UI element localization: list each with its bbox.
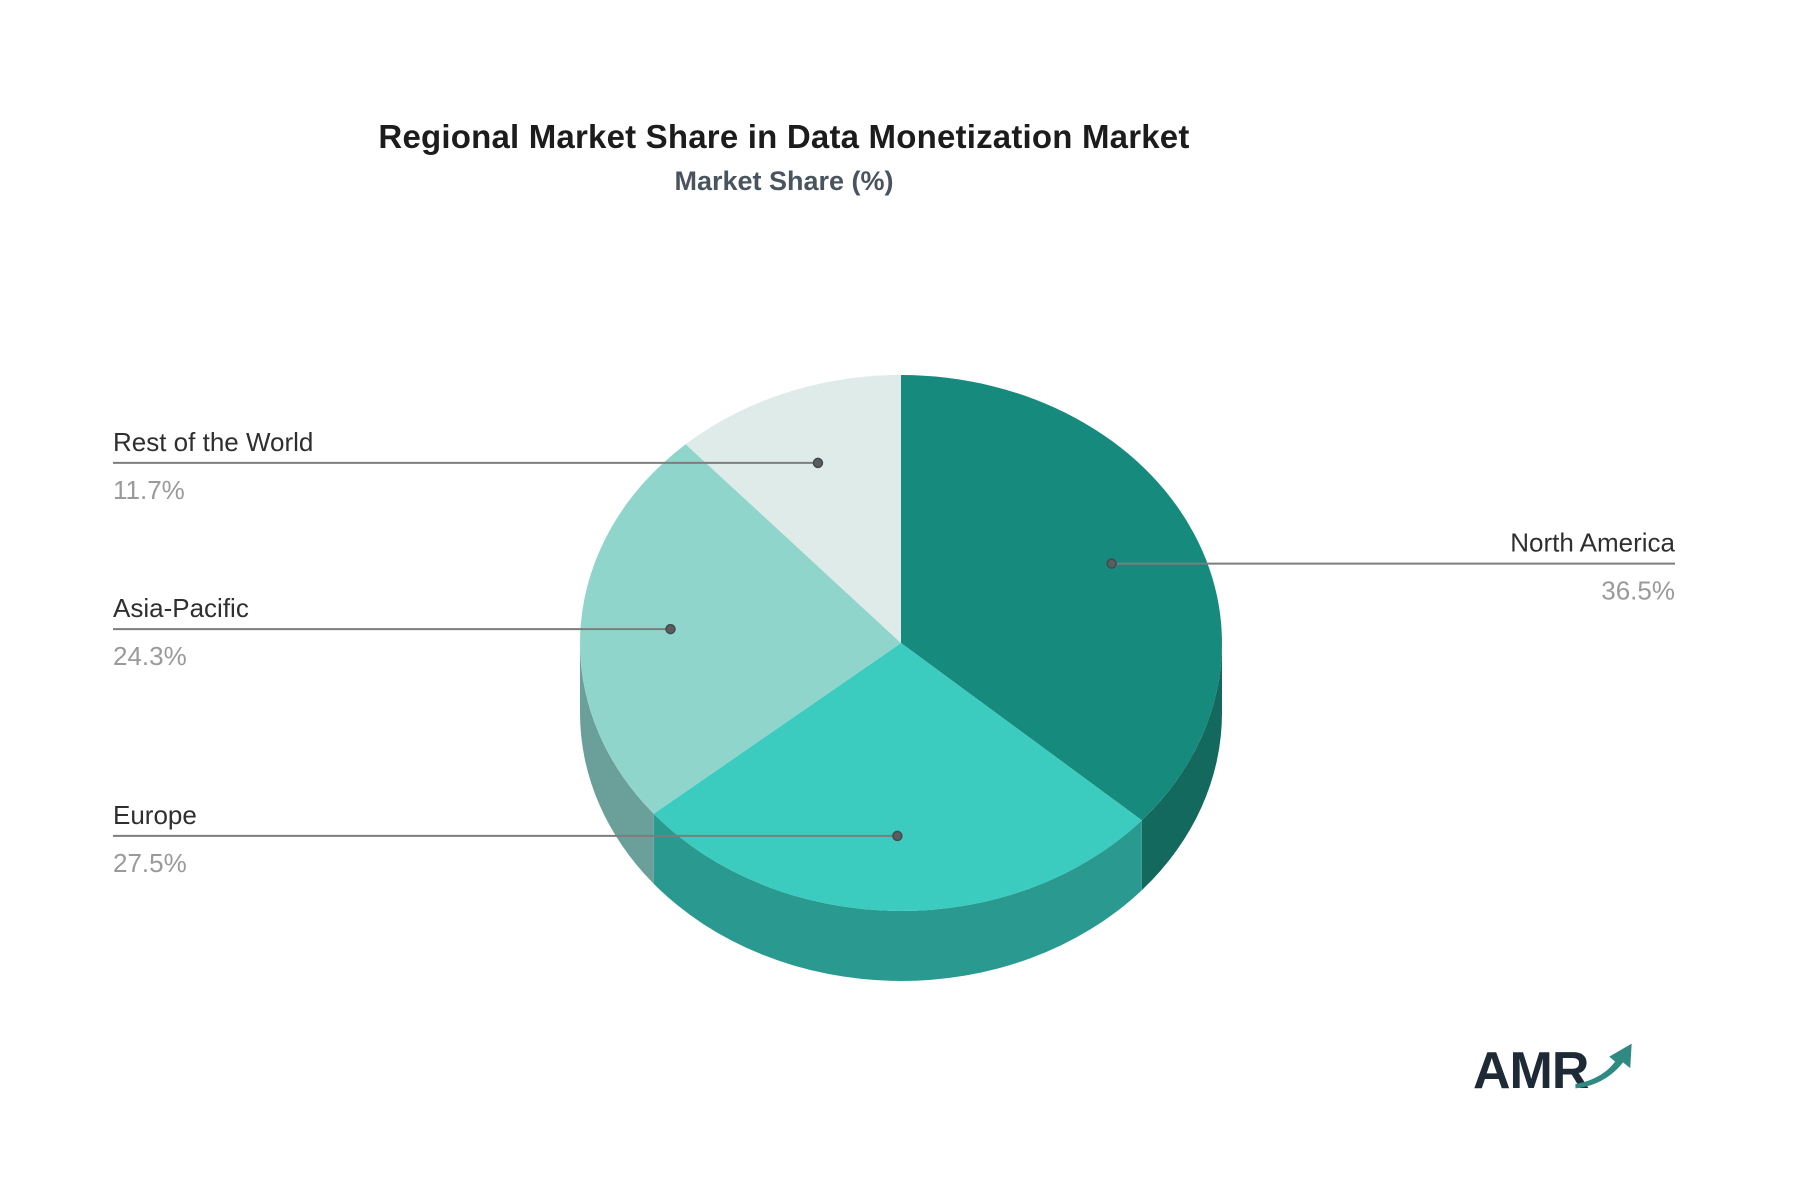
pie-side-north-america	[1141, 643, 1222, 891]
pie-slice-europe[interactable]	[653, 643, 1142, 911]
slice-value: 11.7%	[113, 475, 185, 505]
chart-title: Regional Market Share in Data Monetizati…	[378, 118, 1190, 155]
amr-logo-text: AMR	[1473, 1042, 1589, 1100]
leader-dot	[892, 830, 903, 842]
pie-slices	[580, 375, 1222, 911]
chart-subtitle: Market Share (%)	[674, 166, 894, 196]
slice-labels: North America 36.5% Europe 27.5% Asia-Pacifi…	[113, 427, 1676, 878]
leader-dot	[665, 623, 676, 635]
pie-slice-asia-pacific[interactable]	[580, 444, 901, 814]
leader-dot	[812, 457, 824, 469]
slice-value: 27.5%	[113, 848, 187, 878]
slice-label: Asia-Pacific	[113, 593, 249, 623]
pie-slice-north-america[interactable]	[901, 375, 1222, 821]
leader-dot	[1106, 558, 1117, 569]
pie-side-europe	[653, 813, 1142, 981]
slice-label: Europe	[113, 800, 197, 830]
pie-slice-rest-of-the-world[interactable]	[685, 375, 901, 643]
slice-value: 24.3%	[113, 641, 187, 671]
leader-lines	[113, 457, 1675, 842]
growth-arrow-icon	[1575, 1043, 1633, 1089]
pie-3d-sides	[580, 643, 1222, 981]
slice-label: North America	[1510, 528, 1675, 558]
slice-value: 36.5%	[1601, 576, 1675, 606]
amr-logo: AMR	[1473, 1038, 1636, 1098]
pie-side-asia-pacific	[580, 643, 654, 884]
slice-label: Rest of the World	[113, 427, 313, 457]
